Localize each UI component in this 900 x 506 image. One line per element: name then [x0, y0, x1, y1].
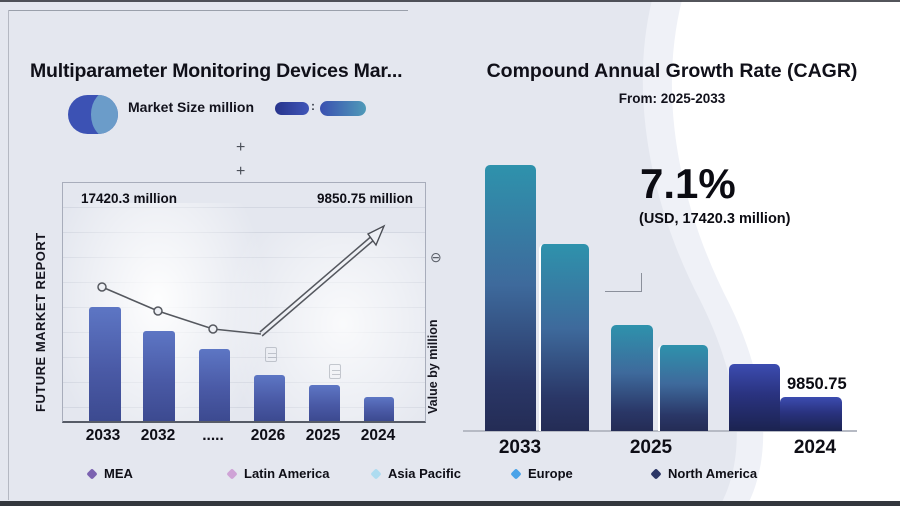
bottom-edge-strip — [0, 501, 900, 506]
x-label-2026: 2026 — [250, 427, 286, 444]
cagr-bar-2033-b — [539, 244, 589, 431]
top-edge-line — [0, 0, 900, 2]
bar-dots — [199, 349, 230, 421]
x-label-2033: 2033 — [85, 427, 121, 444]
cagr-bar-2025-a — [611, 325, 653, 431]
legend-item-latin-america: Latin America — [226, 466, 330, 481]
cagr-title: Compound Annual Growth Rate (CAGR) — [486, 60, 858, 82]
pill-cap — [91, 95, 118, 134]
diamond-marker-icon — [86, 467, 98, 480]
x-label-2025-right: 2025 — [629, 437, 673, 458]
x-label-2025: 2025 — [305, 427, 341, 444]
legend-label: Latin America — [244, 466, 330, 481]
legend-item-asia-pacific: Asia Pacific — [370, 466, 461, 481]
cagr-bar-2024-a — [729, 364, 780, 431]
circled-minus-icon: ⊖ — [430, 249, 442, 265]
bar-2026 — [254, 375, 285, 421]
x-label-2033-right: 2033 — [498, 437, 542, 458]
legend-item-north-america: North America — [650, 466, 758, 481]
legend-label: North America — [668, 466, 758, 481]
corner-bracket-decoration — [605, 273, 642, 292]
trend-line-arrow — [97, 224, 386, 337]
legend-label: MEA — [104, 466, 133, 481]
clipboard-icon — [329, 364, 341, 379]
ratio-pill-left-icon — [275, 102, 309, 115]
legend-item-europe: Europe — [510, 466, 573, 481]
diamond-marker-icon — [370, 467, 382, 480]
diamond-marker-icon — [510, 467, 522, 480]
panel-frame-left — [8, 10, 9, 500]
plus-icon: + — [236, 163, 246, 180]
diamond-marker-icon — [650, 467, 662, 480]
left-chart-title: Multiparameter Monitoring Devices Mar... — [30, 60, 403, 82]
clipboard-icon — [265, 347, 277, 362]
cagr-usd-note: (USD, 17420.3 million) — [639, 211, 791, 227]
x-label-2024: 2024 — [360, 427, 396, 444]
x-label-2024-right: 2024 — [793, 437, 837, 458]
market-size-pill-icon — [68, 95, 118, 134]
cagr-bar-2033-a — [485, 165, 536, 431]
bar-2025 — [309, 385, 340, 421]
right-chart-axis — [463, 430, 857, 432]
bar-value-annotation: 9850.75 — [787, 375, 847, 393]
diamond-marker-icon — [226, 467, 238, 480]
cagr-bar-2025-b — [658, 345, 708, 431]
bar-2024 — [364, 397, 394, 421]
bar-2033 — [89, 307, 121, 421]
ratio-separator: : — [311, 99, 315, 113]
cagr-percentage: 7.1% — [640, 160, 736, 207]
ratio-pill-right-icon — [320, 101, 366, 116]
legend-label: Asia Pacific — [388, 466, 461, 481]
plus-icon: + — [236, 139, 246, 156]
end-value-annotation: 9850.75 million — [316, 191, 413, 206]
legend-label: Europe — [528, 466, 573, 481]
legend-item-mea: MEA — [86, 466, 133, 481]
market-size-legend-label: Market Size million — [128, 99, 255, 115]
cagr-subtitle: From: 2025-2033 — [618, 91, 726, 106]
future-market-report-watermark: FUTURE MARKET REPORT — [33, 232, 48, 412]
x-label-2032: 2032 — [140, 427, 176, 444]
x-label-dots: ..... — [202, 427, 224, 444]
market-size-chart-plot: 17420.3 million 9850.75 million — [62, 182, 426, 423]
start-value-annotation: 17420.3 million — [81, 191, 178, 206]
value-axis-label: Value by million — [426, 319, 440, 414]
bar-2032 — [143, 331, 175, 421]
panel-frame-top — [8, 10, 408, 11]
cagr-bar-2024-b — [780, 397, 842, 431]
